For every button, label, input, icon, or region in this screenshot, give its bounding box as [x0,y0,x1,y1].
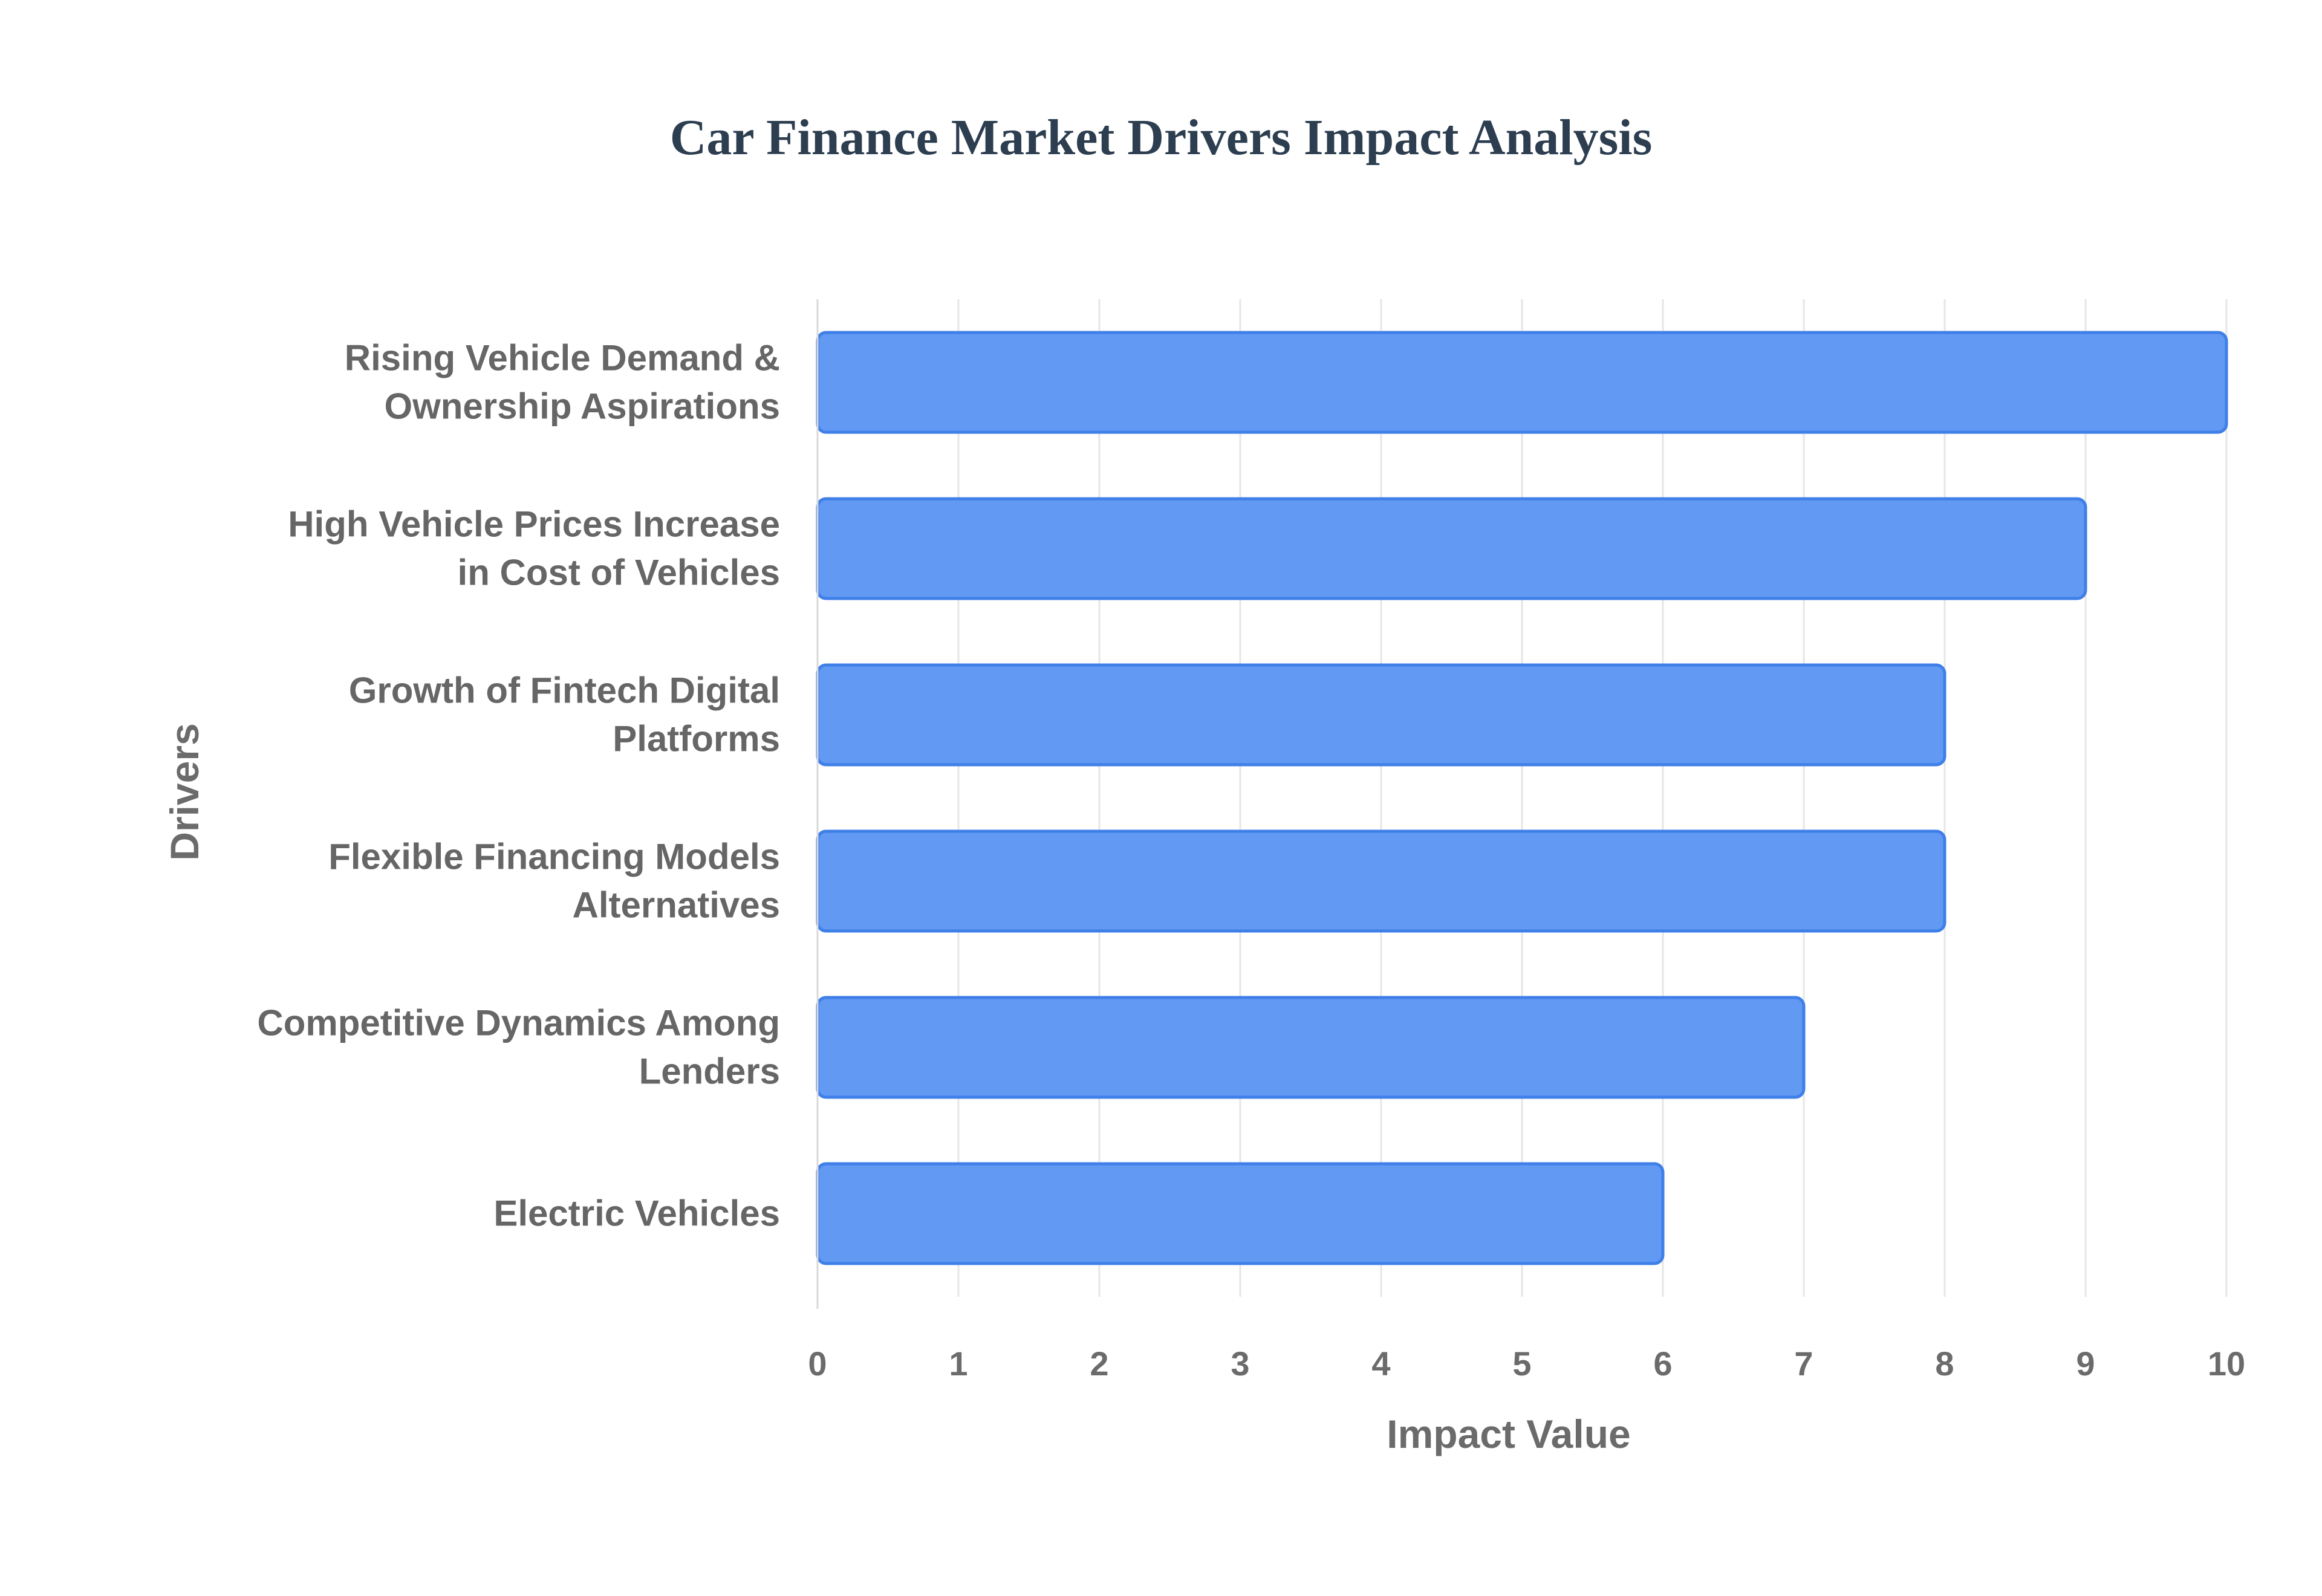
x-tick-label-0: 0 [808,1345,827,1383]
bar-1 [816,497,2087,600]
category-label-0: Rising Vehicle Demand & Ownership Aspirat… [345,338,780,427]
x-tick-label-5: 5 [1512,1345,1531,1383]
category-label-5-line-0: Electric Vehicles [493,1193,780,1234]
category-label-2-line-1: Platforms [613,719,780,759]
bars [816,331,2228,1265]
bar-2 [816,663,1946,767]
category-label-2: Growth of Fintech Digital Platforms [349,670,780,759]
x-tick-label-6: 6 [1653,1345,1672,1383]
grid-lines [957,299,2228,1297]
x-tick-label-9: 9 [2076,1345,2095,1383]
category-label-3: Flexible Financing Models Alternatives [328,837,780,926]
bar-0 [816,331,2228,434]
x-axis-title: Impact Value [1387,1412,1631,1456]
bar-5 [816,1162,1665,1265]
chart-title: Car Finance Market Drivers Impact Analys… [670,109,1653,166]
x-tick-label-3: 3 [1231,1345,1249,1383]
category-label-5: Electric Vehicles [493,1193,780,1234]
bar-3 [816,829,1946,933]
category-label-0-line-0: Rising Vehicle Demand & [345,338,780,378]
category-label-1: High Vehicle Prices Increase in Cost of V… [288,504,780,593]
category-label-3-line-0: Flexible Financing Models [328,837,780,877]
category-label-4-line-1: Lenders [639,1051,780,1092]
category-label-1-line-1: in Cost of Vehicles [458,553,780,593]
category-label-4: Competitive Dynamics Among Lenders [257,1003,780,1092]
x-tick-label-10: 10 [2208,1345,2245,1383]
category-label-4-line-0: Competitive Dynamics Among [257,1003,780,1043]
category-label-1-line-0: High Vehicle Prices Increase [288,504,780,545]
x-tick-label-8: 8 [1935,1345,1954,1383]
category-labels: Rising Vehicle Demand & Ownership Aspirat… [257,338,780,1234]
category-label-2-line-0: Growth of Fintech Digital [349,670,780,711]
category-label-0-line-1: Ownership Aspirations [384,386,780,427]
bar-4 [816,996,1806,1099]
x-tick-label-1: 1 [949,1345,968,1383]
category-label-3-line-1: Alternatives [573,885,780,926]
x-tick-label-2: 2 [1090,1345,1108,1383]
x-tick-label-4: 4 [1371,1345,1390,1383]
x-tick-label-7: 7 [1794,1345,1813,1383]
y-axis-title: Drivers [162,723,207,861]
x-tick-labels: 0 1 2 3 4 5 6 7 8 9 10 [808,1345,2245,1383]
